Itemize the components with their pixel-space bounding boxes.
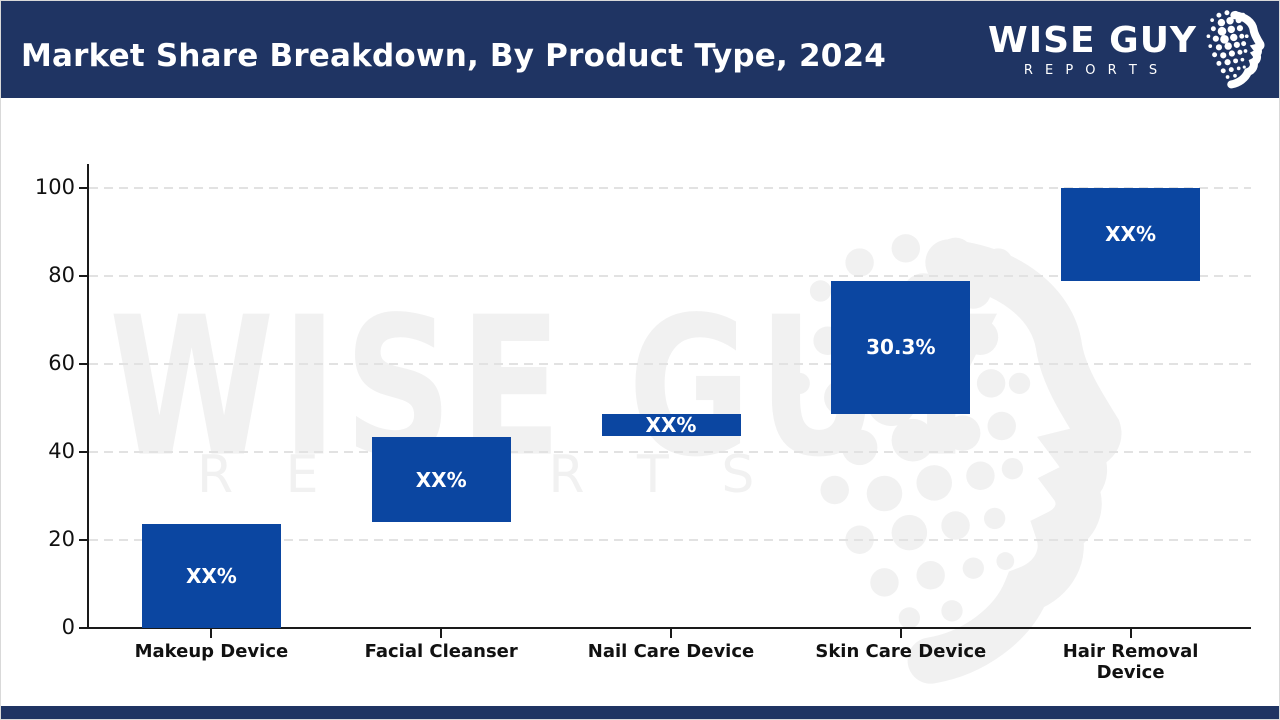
y-tick-label-60: 60: [48, 351, 75, 375]
brand-logo: WISE GUY R E P O R T S: [988, 6, 1269, 94]
bar-value-label: XX%: [645, 413, 697, 438]
bar-nail-care-device: XX%: [601, 413, 741, 438]
y-axis-spine: [87, 164, 89, 629]
x-tick-mark-nail-care-device: [670, 629, 672, 638]
bar-value-label: 30.3%: [866, 335, 936, 360]
x-category-label-facial-cleanser: Facial Cleanser: [364, 641, 518, 662]
y-tick-mark-20: [79, 539, 88, 541]
gridline-40: [89, 451, 1251, 453]
header-bar: Market Share Breakdown, By Product Type,…: [1, 1, 1279, 98]
bar-value-label: XX%: [1105, 222, 1157, 247]
bar-value-label: XX%: [185, 564, 237, 589]
y-tick-mark-100: [79, 187, 88, 189]
bar-value-label: XX%: [415, 467, 467, 492]
wiseguy-head-icon: [1201, 9, 1269, 91]
x-tick-mark-skin-care-device: [899, 629, 902, 638]
gridline-20: [89, 539, 1251, 541]
bar-hair-removal-device: XX%: [1061, 188, 1201, 281]
gridline-80: [89, 275, 1251, 277]
x-axis-spine: [87, 627, 1251, 629]
x-category-label-makeup-device: Makeup Device: [134, 641, 289, 662]
y-tick-label-40: 40: [48, 439, 75, 463]
x-category-label-hair-removal-device: Hair Removal Device: [1062, 641, 1199, 684]
x-tick-mark-makeup-device: [210, 629, 213, 638]
gridline-60: [89, 363, 1251, 365]
bar-makeup-device: XX%: [141, 524, 281, 628]
x-tick-mark-hair-removal-device: [1129, 629, 1132, 638]
logo-brand-label: WISE GUY: [987, 19, 1197, 61]
y-tick-mark-80: [79, 275, 88, 277]
footer-bar: [1, 706, 1279, 719]
y-tick-label-80: 80: [48, 263, 75, 287]
logo-sub-label: R E P O R T S: [1023, 62, 1162, 78]
brand-logo-text: WISE GUY R E P O R T S: [987, 19, 1197, 78]
x-category-label-nail-care-device: Nail Care Device: [587, 641, 755, 662]
bar-facial-cleanser: XX%: [371, 437, 511, 523]
y-tick-mark-40: [79, 451, 88, 453]
y-tick-mark-60: [79, 363, 88, 365]
y-tick-label-100: 100: [34, 175, 75, 199]
x-tick-mark-facial-cleanser: [440, 629, 443, 638]
y-tick-label-20: 20: [48, 527, 75, 551]
bar-skin-care-device: 30.3%: [831, 280, 971, 415]
x-category-label-skin-care-device: Skin Care Device: [815, 641, 987, 662]
y-tick-mark-0: [79, 627, 88, 629]
gridline-100: [89, 187, 1251, 189]
y-tick-label-0: 0: [61, 615, 75, 639]
page-title: Market Share Breakdown, By Product Type,…: [21, 38, 887, 74]
